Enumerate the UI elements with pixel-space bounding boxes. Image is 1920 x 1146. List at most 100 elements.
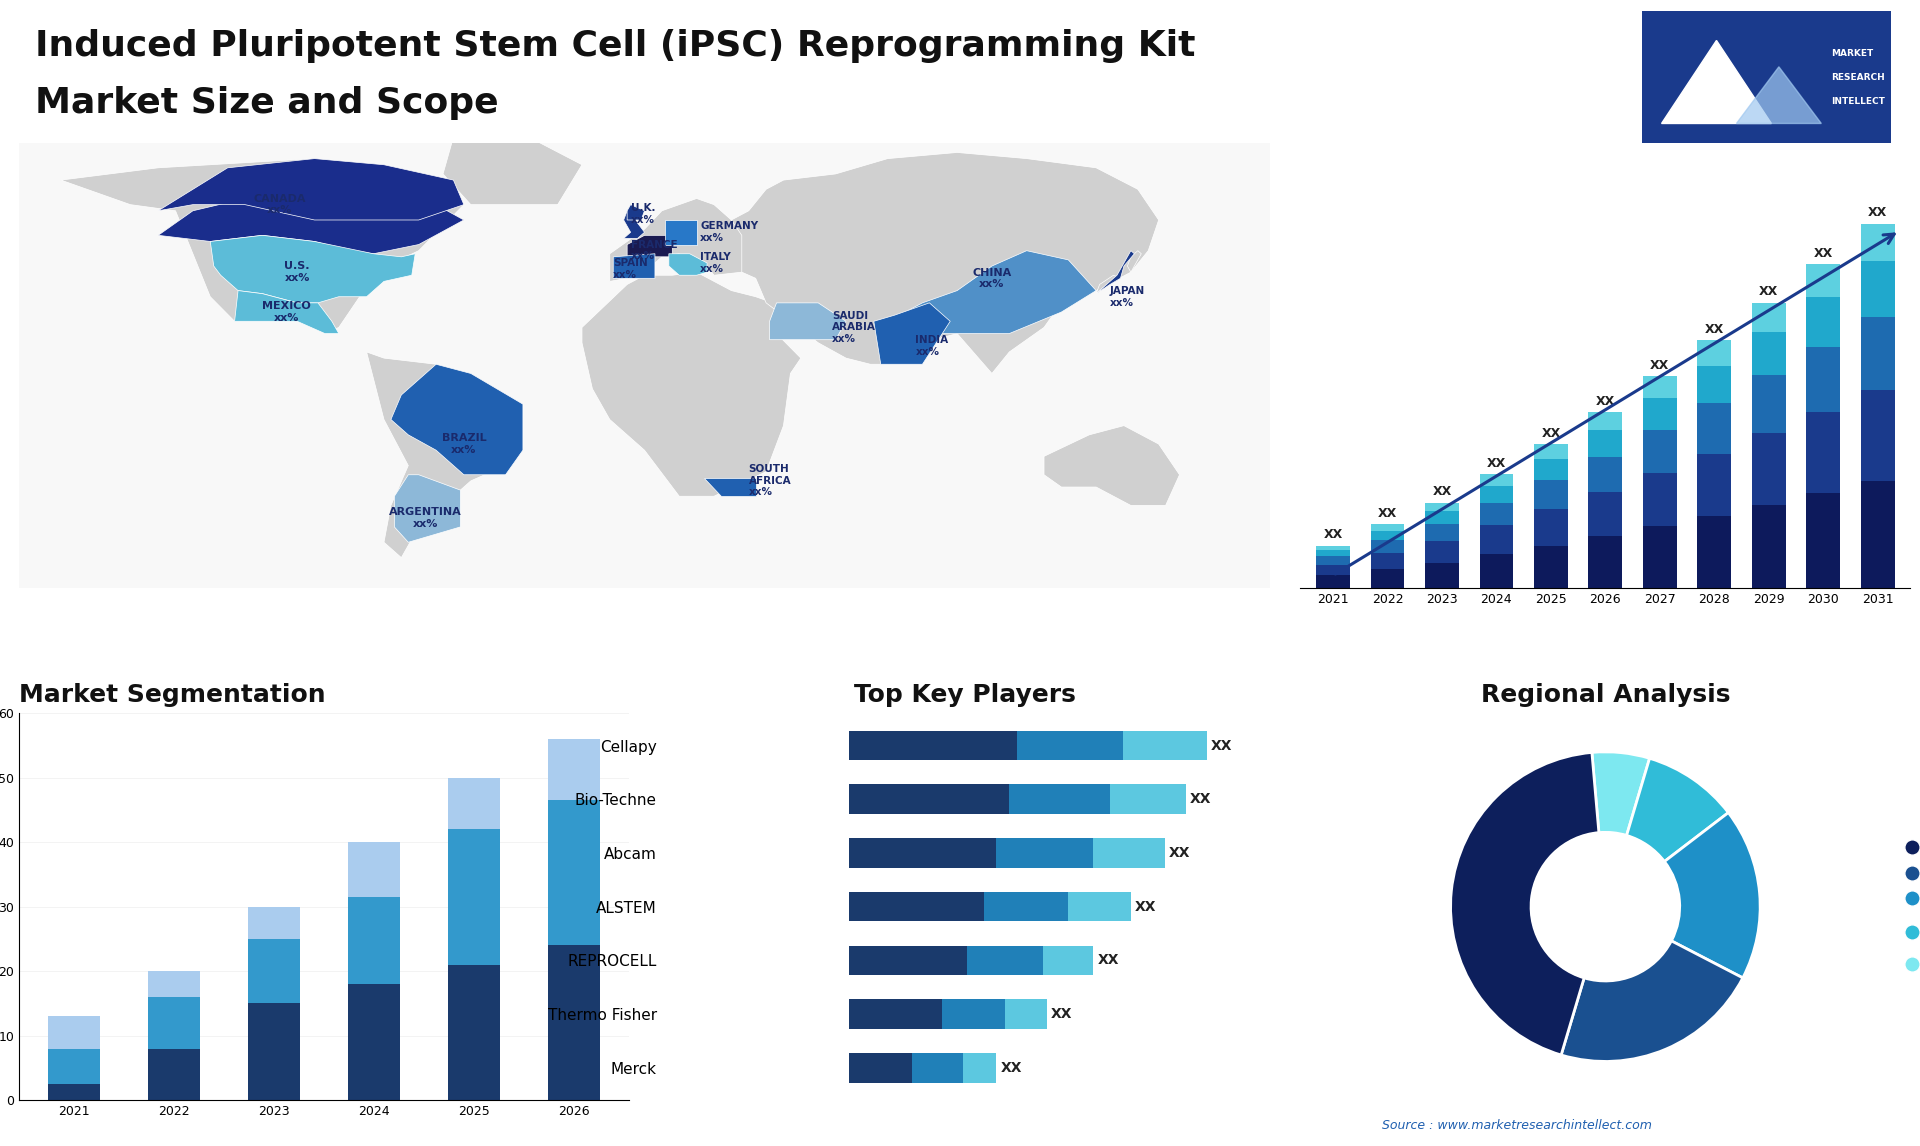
Text: XX: XX bbox=[1190, 792, 1212, 807]
Polygon shape bbox=[61, 158, 465, 333]
Polygon shape bbox=[1736, 66, 1822, 124]
Circle shape bbox=[1530, 832, 1680, 981]
Bar bbox=[941, 999, 1004, 1029]
Bar bbox=[1751, 331, 1786, 376]
Bar bbox=[1697, 366, 1732, 403]
Text: GERMANY
xx%: GERMANY xx% bbox=[701, 221, 758, 243]
Bar bbox=[1010, 785, 1110, 814]
Bar bbox=[1534, 444, 1569, 458]
Wedge shape bbox=[1592, 752, 1649, 835]
Legend: North America, Europe, Asia Pacific, Middle East &
Africa, Latin America: North America, Europe, Asia Pacific, Mid… bbox=[1893, 835, 1920, 978]
Bar bbox=[983, 892, 1068, 921]
Polygon shape bbox=[19, 143, 1269, 588]
Bar bbox=[549, 800, 601, 945]
Bar bbox=[148, 1049, 200, 1100]
Text: SAUDI
ARABIA
xx%: SAUDI ARABIA xx% bbox=[831, 311, 876, 344]
Bar bbox=[1315, 575, 1350, 588]
Text: INTELLECT: INTELLECT bbox=[1832, 96, 1885, 105]
Bar bbox=[1644, 377, 1676, 398]
Bar bbox=[1534, 458, 1569, 480]
Text: Induced Pluripotent Stem Cell (iPSC) Reprogramming Kit: Induced Pluripotent Stem Cell (iPSC) Rep… bbox=[35, 29, 1194, 63]
Bar bbox=[962, 1053, 996, 1083]
Polygon shape bbox=[904, 251, 1096, 333]
Bar bbox=[1644, 526, 1676, 588]
Polygon shape bbox=[732, 152, 1158, 374]
Legend: Type, Application, Geography: Type, Application, Geography bbox=[737, 868, 877, 945]
Polygon shape bbox=[770, 303, 847, 339]
Bar bbox=[1480, 473, 1513, 486]
Polygon shape bbox=[612, 253, 655, 278]
Bar bbox=[1315, 556, 1350, 565]
Bar bbox=[1092, 838, 1165, 868]
Bar bbox=[1480, 486, 1513, 503]
Text: CANADA
xx%: CANADA xx% bbox=[253, 194, 305, 215]
Bar bbox=[148, 971, 200, 997]
Bar bbox=[1751, 376, 1786, 433]
Bar bbox=[1860, 391, 1895, 481]
Bar bbox=[1697, 340, 1732, 366]
Polygon shape bbox=[367, 352, 522, 558]
Bar bbox=[1860, 261, 1895, 316]
Polygon shape bbox=[874, 303, 950, 364]
Bar bbox=[48, 1084, 100, 1100]
Bar bbox=[849, 785, 1010, 814]
Polygon shape bbox=[157, 198, 465, 253]
Bar bbox=[1371, 540, 1404, 554]
Text: XX: XX bbox=[1050, 1007, 1073, 1021]
Text: XX: XX bbox=[1814, 246, 1834, 260]
Text: XX: XX bbox=[1759, 285, 1778, 298]
Polygon shape bbox=[703, 478, 756, 496]
Text: SOUTH
AFRICA
xx%: SOUTH AFRICA xx% bbox=[749, 464, 791, 497]
Text: XX: XX bbox=[1649, 359, 1670, 372]
Bar bbox=[48, 1017, 100, 1049]
Bar bbox=[1371, 554, 1404, 570]
Bar bbox=[968, 945, 1043, 975]
Bar bbox=[1534, 509, 1569, 545]
Bar bbox=[1534, 545, 1569, 588]
Bar bbox=[1588, 411, 1622, 430]
Text: U.S.
xx%: U.S. xx% bbox=[284, 261, 309, 283]
Text: XX: XX bbox=[1000, 1061, 1021, 1075]
Text: XX: XX bbox=[1486, 456, 1505, 470]
Polygon shape bbox=[1096, 275, 1121, 293]
Bar bbox=[1110, 785, 1187, 814]
Text: XX: XX bbox=[1169, 846, 1190, 860]
Text: XX: XX bbox=[1705, 323, 1724, 336]
Text: FRANCE
xx%: FRANCE xx% bbox=[630, 240, 678, 261]
Polygon shape bbox=[234, 291, 338, 333]
Text: XX: XX bbox=[1379, 507, 1398, 520]
Bar bbox=[1425, 524, 1459, 541]
Bar bbox=[248, 1004, 300, 1100]
Bar bbox=[1860, 223, 1895, 261]
Bar bbox=[348, 984, 399, 1100]
Bar bbox=[1480, 525, 1513, 554]
Text: ARGENTINA
xx%: ARGENTINA xx% bbox=[390, 507, 463, 528]
Bar bbox=[1860, 316, 1895, 391]
Bar bbox=[1068, 892, 1131, 921]
Bar bbox=[1315, 550, 1350, 556]
Text: U.K.
xx%: U.K. xx% bbox=[630, 203, 655, 225]
Polygon shape bbox=[1096, 251, 1135, 293]
Polygon shape bbox=[392, 364, 522, 474]
Text: XX: XX bbox=[1432, 486, 1452, 499]
Polygon shape bbox=[668, 253, 707, 275]
Bar bbox=[1807, 493, 1839, 588]
Bar bbox=[1425, 511, 1459, 524]
Bar bbox=[849, 999, 941, 1029]
Bar bbox=[1018, 731, 1123, 760]
Bar bbox=[1751, 505, 1786, 588]
Bar bbox=[1480, 554, 1513, 588]
Bar bbox=[1588, 536, 1622, 588]
Bar bbox=[849, 838, 996, 868]
Bar bbox=[1807, 346, 1839, 411]
Bar bbox=[1425, 563, 1459, 588]
Polygon shape bbox=[582, 272, 801, 496]
Text: INDIA
xx%: INDIA xx% bbox=[916, 335, 948, 356]
Text: MEXICO
xx%: MEXICO xx% bbox=[263, 301, 311, 323]
Bar bbox=[549, 739, 601, 800]
Bar bbox=[1807, 265, 1839, 297]
Text: XX: XX bbox=[1135, 900, 1156, 913]
Bar bbox=[1860, 481, 1895, 588]
Bar bbox=[1123, 731, 1208, 760]
Text: CHINA
xx%: CHINA xx% bbox=[972, 267, 1012, 289]
